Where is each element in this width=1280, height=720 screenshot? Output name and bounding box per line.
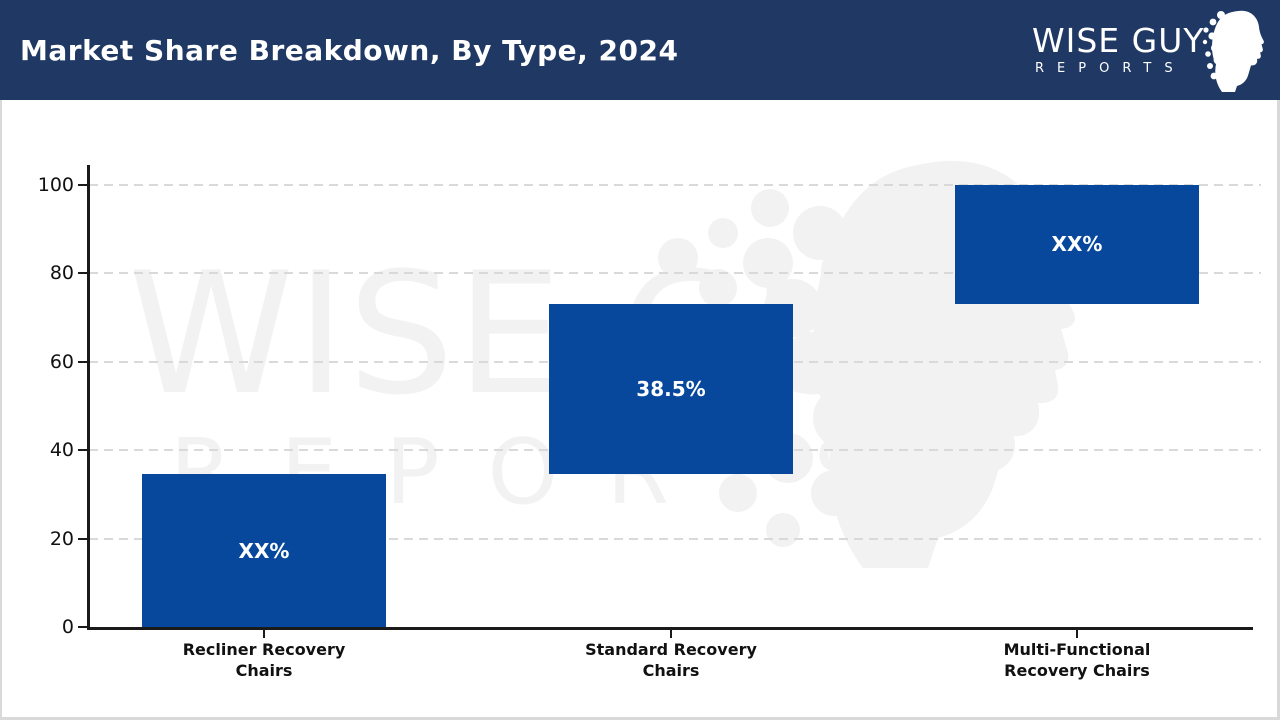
- category-label-line: Chairs: [642, 661, 700, 680]
- bar-value-label: XX%: [1051, 232, 1103, 257]
- y-tick-label: 40: [49, 439, 74, 462]
- bar: 38.5%: [549, 303, 793, 475]
- frame-right-edge: [1277, 100, 1280, 720]
- logo-face-icon: [1202, 10, 1264, 92]
- category-label-line: Multi-Functional: [1003, 640, 1151, 659]
- y-tick-label: 60: [49, 350, 74, 373]
- x-tick-mark: [670, 630, 672, 638]
- bar-value-label: XX%: [238, 538, 290, 563]
- y-gridline: [89, 537, 1261, 540]
- bar-value-label: 38.5%: [636, 376, 706, 401]
- category-label-line: Recliner Recovery: [182, 640, 346, 659]
- x-tick-mark: [1076, 630, 1078, 638]
- category-label: Recliner Recovery Chairs: [114, 639, 414, 681]
- y-tick-mark: [78, 626, 87, 628]
- y-gridline: [89, 184, 1261, 186]
- chart-title: Market Share Breakdown, By Type, 2024: [20, 33, 679, 67]
- y-tick-label: 80: [49, 262, 74, 285]
- y-gridline: [89, 272, 1261, 275]
- bar: XX%: [142, 474, 386, 627]
- category-label: Standard Recovery Chairs: [521, 639, 821, 681]
- logo-wordmark: WISE GUY: [1032, 21, 1205, 60]
- y-tick-label: 100: [37, 174, 74, 196]
- frame-bottom-edge: [0, 717, 1280, 720]
- x-tick-mark: [263, 630, 265, 638]
- y-tick-mark: [78, 184, 87, 186]
- wise-guy-reports-logo: WISE GUY REPORTS: [1032, 6, 1272, 94]
- frame-left-edge: [0, 100, 2, 720]
- y-tick-mark: [78, 272, 87, 275]
- logo-reports-text: REPORTS: [1035, 61, 1186, 76]
- x-axis-line: [87, 627, 1253, 630]
- category-label-line: Recovery Chairs: [1004, 661, 1150, 680]
- category-label-line: Standard Recovery: [585, 640, 757, 659]
- bar: XX%: [955, 185, 1199, 304]
- header-bar: Market Share Breakdown, By Type, 2024 WI…: [0, 0, 1280, 100]
- y-tick-mark: [78, 360, 87, 363]
- y-axis-line: [87, 165, 90, 630]
- y-tick-mark: [78, 449, 87, 452]
- y-tick-mark: [78, 537, 87, 540]
- category-label-line: Chairs: [235, 661, 293, 680]
- y-tick-label: 0: [61, 616, 74, 638]
- category-label: Multi-Functional Recovery Chairs: [927, 639, 1227, 681]
- y-tick-label: 20: [49, 527, 74, 550]
